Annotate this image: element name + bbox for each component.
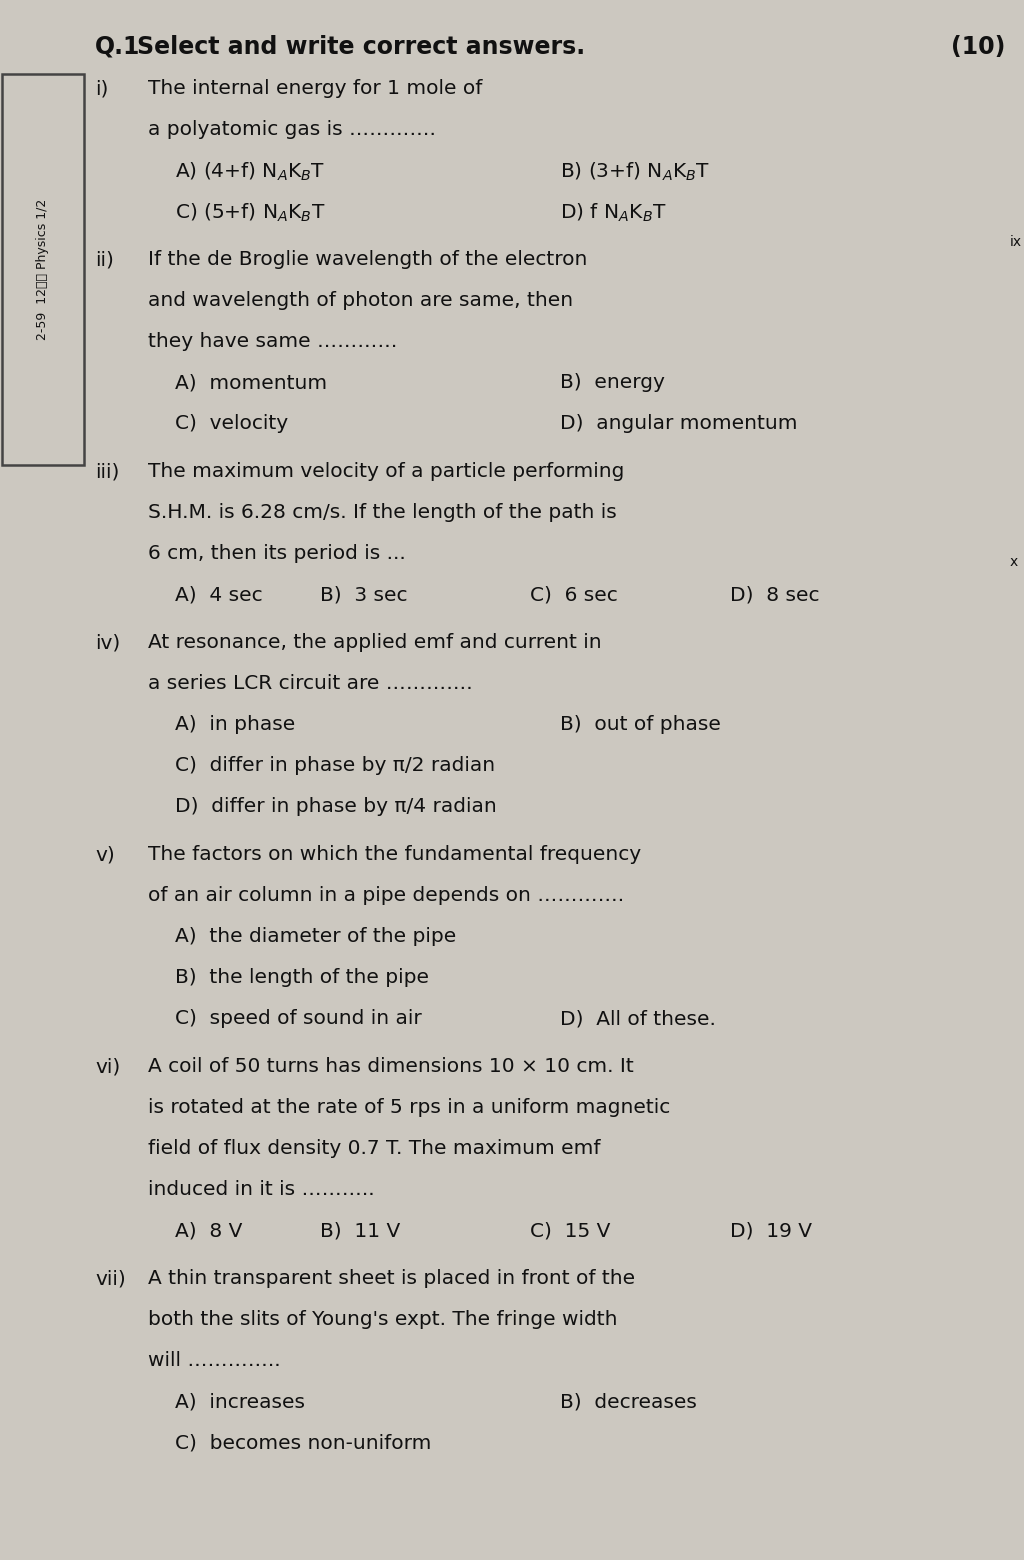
Text: A)  8 V: A) 8 V: [175, 1221, 243, 1240]
Text: iii): iii): [95, 462, 120, 480]
Text: B)  3 sec: B) 3 sec: [319, 585, 408, 604]
Text: If the de Broglie wavelength of the electron: If the de Broglie wavelength of the elec…: [148, 250, 588, 268]
Text: x: x: [1010, 555, 1018, 568]
Text: ii): ii): [95, 250, 114, 268]
Text: A)  increases: A) increases: [175, 1392, 305, 1412]
Text: The internal energy for 1 mole of: The internal energy for 1 mole of: [148, 80, 482, 98]
Text: field of flux density 0.7 T. The maximum emf: field of flux density 0.7 T. The maximum…: [148, 1139, 600, 1158]
Text: and wavelength of photon are same, then: and wavelength of photon are same, then: [148, 292, 573, 310]
Bar: [2, 73, 84, 465]
Text: D)  angular momentum: D) angular momentum: [560, 413, 798, 434]
Text: A)  the diameter of the pipe: A) the diameter of the pipe: [175, 927, 457, 945]
Text: C)  speed of sound in air: C) speed of sound in air: [175, 1009, 422, 1028]
Text: they have same …………: they have same …………: [148, 332, 397, 351]
Text: A)  in phase: A) in phase: [175, 714, 295, 735]
Text: B)  the length of the pipe: B) the length of the pipe: [175, 969, 429, 987]
Text: 6 cm, then its period is ...: 6 cm, then its period is ...: [148, 544, 406, 563]
Text: A)  4 sec: A) 4 sec: [175, 585, 262, 604]
Text: vii): vii): [95, 1270, 126, 1289]
Text: At resonance, the applied emf and current in: At resonance, the applied emf and curren…: [148, 633, 602, 652]
Text: 2-59  12वी Physics 1/2: 2-59 12वी Physics 1/2: [37, 200, 49, 340]
Text: D) f N$_A$K$_B$T: D) f N$_A$K$_B$T: [560, 203, 667, 225]
Text: i): i): [95, 80, 109, 98]
Text: v): v): [95, 846, 115, 864]
Text: vi): vi): [95, 1058, 120, 1076]
Text: C)  15 V: C) 15 V: [530, 1221, 610, 1240]
Text: is rotated at the rate of 5 rps in a uniform magnetic: is rotated at the rate of 5 rps in a uni…: [148, 1098, 671, 1117]
Text: (10): (10): [950, 34, 1005, 59]
Text: both the slits of Young's expt. The fringe width: both the slits of Young's expt. The frin…: [148, 1310, 617, 1329]
Text: D)  All of these.: D) All of these.: [560, 1009, 716, 1028]
Text: The factors on which the fundamental frequency: The factors on which the fundamental fre…: [148, 846, 641, 864]
Text: Q.1: Q.1: [95, 34, 140, 59]
Text: a series LCR circuit are ………….: a series LCR circuit are ………….: [148, 674, 473, 693]
Text: induced in it is ………..: induced in it is ………..: [148, 1179, 375, 1200]
Text: D)  8 sec: D) 8 sec: [730, 585, 819, 604]
Text: B)  11 V: B) 11 V: [319, 1221, 400, 1240]
Text: A thin transparent sheet is placed in front of the: A thin transparent sheet is placed in fr…: [148, 1270, 635, 1289]
Text: iv): iv): [95, 633, 120, 652]
Text: B) (3+f) N$_A$K$_B$T: B) (3+f) N$_A$K$_B$T: [560, 161, 711, 184]
Text: a polyatomic gas is ………….: a polyatomic gas is ………….: [148, 120, 436, 139]
Text: D)  19 V: D) 19 V: [730, 1221, 812, 1240]
Text: B)  energy: B) energy: [560, 373, 665, 392]
Text: A)  momentum: A) momentum: [175, 373, 327, 392]
Text: S.H.M. is 6.28 cm/s. If the length of the path is: S.H.M. is 6.28 cm/s. If the length of th…: [148, 504, 616, 523]
Text: The maximum velocity of a particle performing: The maximum velocity of a particle perfo…: [148, 462, 625, 480]
Text: C)  6 sec: C) 6 sec: [530, 585, 617, 604]
Text: C)  velocity: C) velocity: [175, 413, 288, 434]
Text: D)  differ in phase by π/4 radian: D) differ in phase by π/4 radian: [175, 797, 497, 816]
Text: A coil of 50 turns has dimensions 10 × 10 cm. It: A coil of 50 turns has dimensions 10 × 1…: [148, 1058, 634, 1076]
Text: A) (4+f) N$_A$K$_B$T: A) (4+f) N$_A$K$_B$T: [175, 161, 326, 184]
Text: C) (5+f) N$_A$K$_B$T: C) (5+f) N$_A$K$_B$T: [175, 203, 326, 225]
Text: ix: ix: [1010, 236, 1022, 248]
Text: Select and write correct answers.: Select and write correct answers.: [137, 34, 585, 59]
Text: B)  decreases: B) decreases: [560, 1392, 697, 1412]
Text: B)  out of phase: B) out of phase: [560, 714, 721, 735]
Text: of an air column in a pipe depends on ………….: of an air column in a pipe depends on ………: [148, 886, 624, 905]
Text: C)  becomes non-uniform: C) becomes non-uniform: [175, 1434, 431, 1452]
Text: will …………..: will …………..: [148, 1351, 281, 1370]
Text: C)  differ in phase by π/2 radian: C) differ in phase by π/2 radian: [175, 757, 496, 775]
